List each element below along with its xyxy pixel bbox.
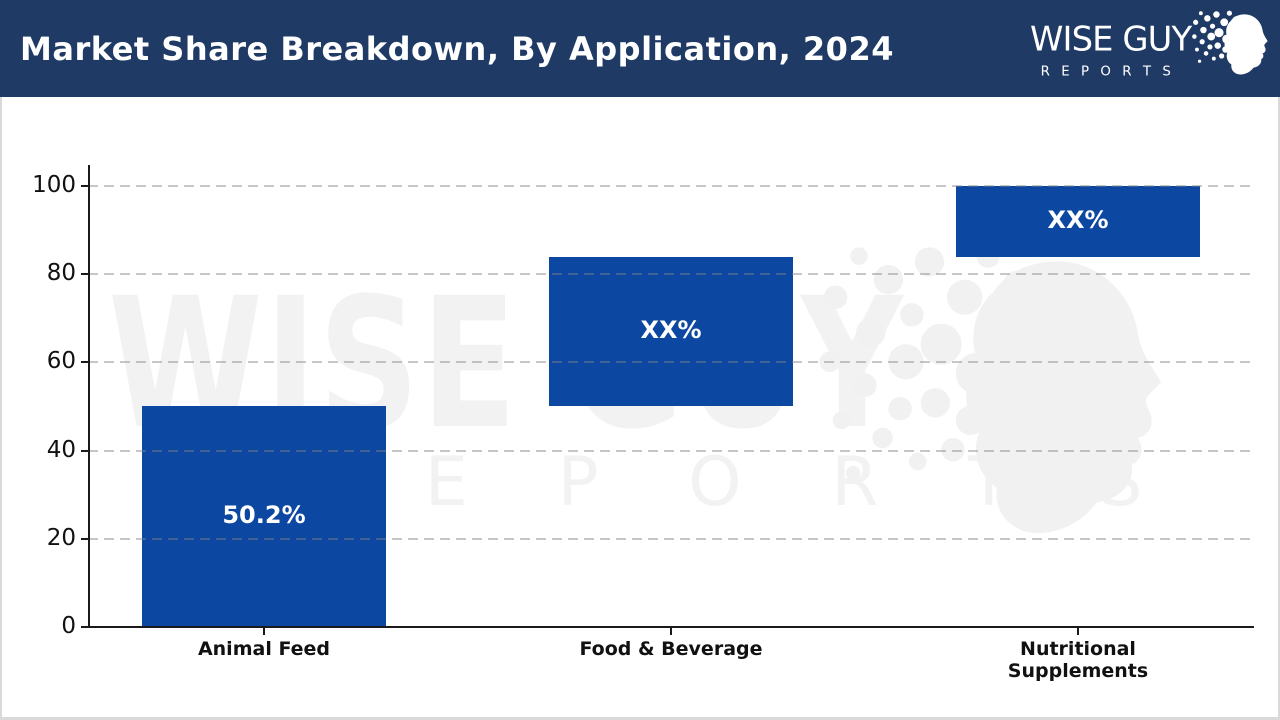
x-tick — [1077, 627, 1079, 635]
y-tick — [81, 449, 88, 452]
page-title: Market Share Breakdown, By Application, … — [20, 29, 894, 68]
watermark-face-profile-dots-icon — [819, 244, 1162, 534]
x-tick-label: Animal Feed — [197, 638, 331, 660]
y-tick-label: 0 — [61, 613, 76, 639]
y-tick — [81, 273, 88, 276]
brand-logo: WISE GUY R E P O R T S — [1030, 10, 1268, 80]
grid-line — [88, 537, 1254, 540]
y-axis-line — [88, 165, 90, 628]
y-tick — [81, 537, 88, 540]
y-tick-label: 20 — [46, 524, 76, 551]
bar-food-beverage — [549, 256, 793, 406]
bar-value-label: XX% — [1047, 206, 1109, 235]
x-tick-label: Food & Beverage — [579, 638, 763, 660]
grid-line — [88, 185, 1254, 187]
y-tick — [81, 185, 88, 187]
y-tick — [81, 361, 88, 364]
y-tick — [81, 626, 88, 628]
y-tick-label: 40 — [46, 436, 76, 463]
bar-value-label: 50.2% — [222, 501, 306, 530]
face-profile-dots-icon — [1192, 10, 1268, 75]
y-tick-label: 100 — [32, 172, 76, 198]
brand-wordmark: WISE GUY — [1030, 20, 1193, 59]
app-header: Market Share Breakdown, By Application, … — [0, 0, 1280, 97]
grid-line — [88, 273, 1254, 276]
grid-line — [88, 361, 1254, 364]
bar-nutritional-supplements — [956, 186, 1200, 257]
x-tick — [670, 627, 672, 635]
plot-area: WISE GUY R E P O R T S 50.2% XX% XX% 0 20 40 6… — [0, 97, 1280, 720]
x-tick — [263, 627, 265, 635]
x-axis-line — [87, 626, 1254, 628]
brand-subtext: R E P O R T S — [1041, 65, 1175, 80]
grid-line — [88, 449, 1254, 452]
y-tick-label: 60 — [46, 348, 76, 375]
y-tick-label: 80 — [46, 260, 76, 287]
bar-animal-feed — [142, 405, 386, 627]
bar-value-label: XX% — [640, 316, 702, 345]
x-tick-label: Nutritional Supplements — [1007, 638, 1149, 682]
